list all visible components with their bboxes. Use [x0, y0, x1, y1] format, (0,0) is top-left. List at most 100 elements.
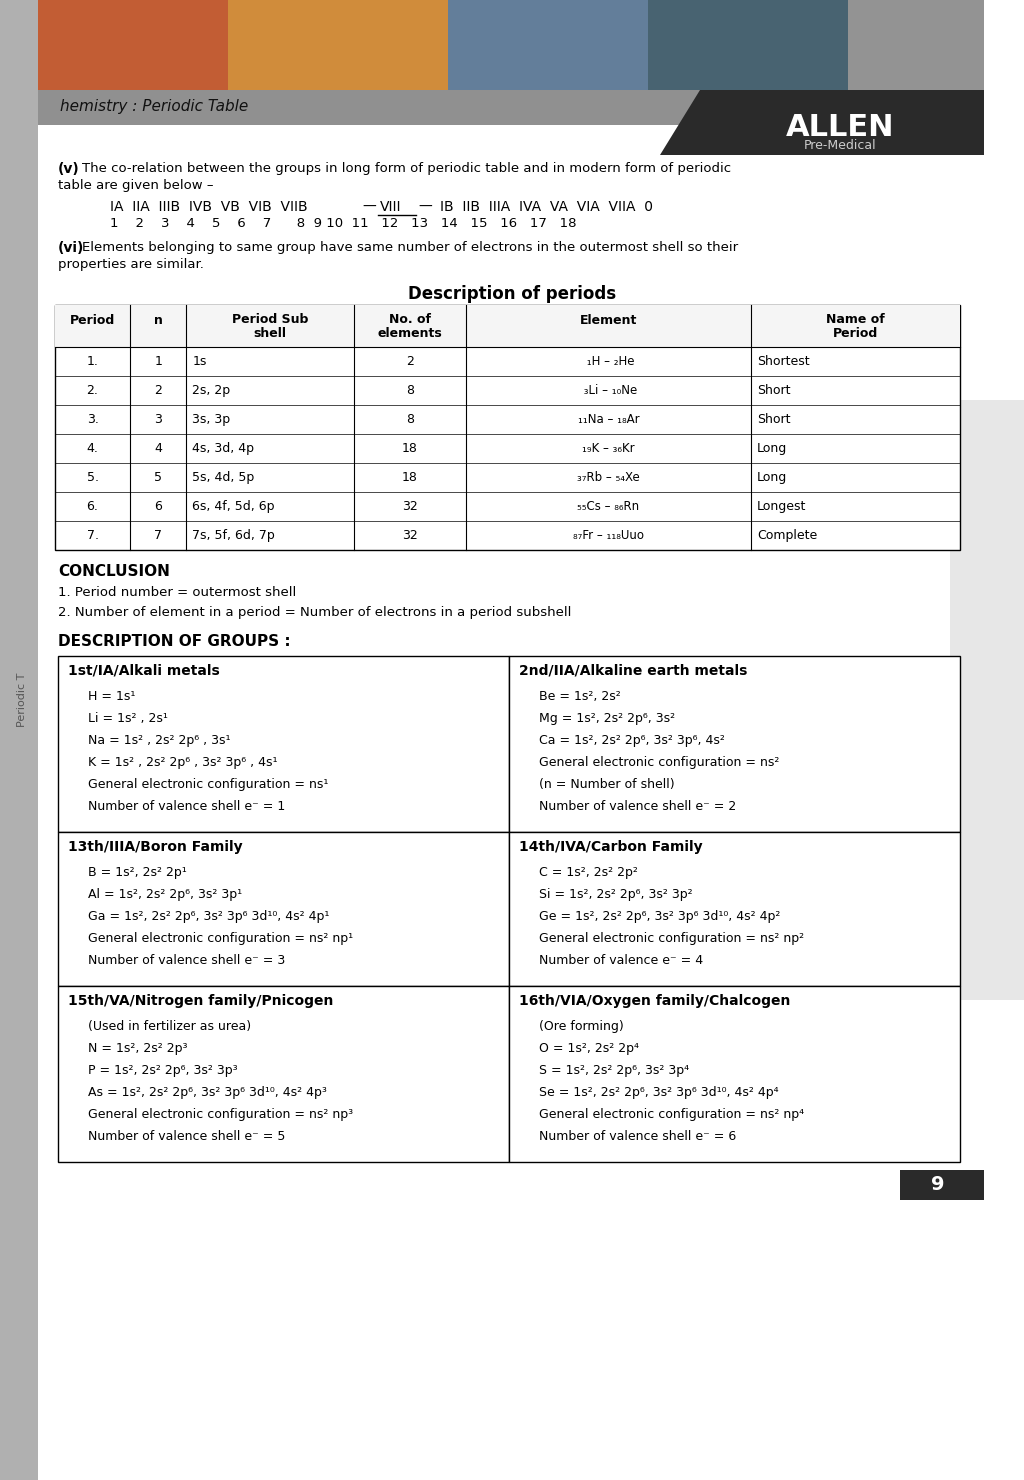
Text: 4s, 3d, 4p: 4s, 3d, 4p — [193, 443, 254, 454]
Text: 7.: 7. — [87, 528, 98, 542]
Text: General electronic configuration = ns²: General electronic configuration = ns² — [539, 756, 779, 770]
Text: Long: Long — [757, 443, 787, 454]
Text: Description of periods: Description of periods — [408, 286, 616, 303]
Bar — [900, 1171, 984, 1200]
Text: Li = 1s² , 2s¹: Li = 1s² , 2s¹ — [88, 712, 168, 725]
Text: 6: 6 — [155, 500, 162, 514]
Text: (Ore forming): (Ore forming) — [539, 1020, 624, 1033]
Text: 8: 8 — [406, 413, 414, 426]
Text: 9: 9 — [931, 1175, 945, 1194]
Text: C = 1s², 2s² 2p²: C = 1s², 2s² 2p² — [539, 866, 638, 879]
Text: Mg = 1s², 2s² 2p⁶, 3s²: Mg = 1s², 2s² 2p⁶, 3s² — [539, 712, 675, 725]
Text: n: n — [154, 314, 163, 327]
Text: 16th/VIA/Oxygen family/Chalcogen: 16th/VIA/Oxygen family/Chalcogen — [519, 995, 791, 1008]
Bar — [55, 305, 961, 551]
Text: General electronic configuration = ns² np²: General electronic configuration = ns² n… — [539, 932, 804, 946]
Text: ₃Li – ₁₀Ne: ₃Li – ₁₀Ne — [580, 383, 637, 397]
Text: The co-relation between the groups in long form of periodic table and in modern : The co-relation between the groups in lo… — [82, 161, 731, 175]
Text: 2: 2 — [155, 383, 162, 397]
Text: (Used in fertilizer as urea): (Used in fertilizer as urea) — [88, 1020, 251, 1033]
Text: 2.: 2. — [87, 383, 98, 397]
Text: 1: 1 — [155, 355, 162, 369]
Text: (n = Number of shell): (n = Number of shell) — [539, 778, 675, 790]
Text: Number of valence shell e⁻ = 3: Number of valence shell e⁻ = 3 — [88, 955, 286, 966]
Text: 1. Period number = outermost shell: 1. Period number = outermost shell — [58, 586, 296, 599]
Text: K = 1s² , 2s² 2p⁶ , 3s² 3p⁶ , 4s¹: K = 1s² , 2s² 2p⁶ , 3s² 3p⁶ , 4s¹ — [88, 756, 278, 770]
Text: 3.: 3. — [87, 413, 98, 426]
Text: (v): (v) — [58, 161, 80, 176]
Text: N = 1s², 2s² 2p³: N = 1s², 2s² 2p³ — [88, 1042, 187, 1055]
Bar — [38, 0, 228, 90]
Text: properties are similar.: properties are similar. — [58, 258, 204, 271]
Bar — [509, 986, 961, 1162]
Text: General electronic configuration = ns² np³: General electronic configuration = ns² n… — [88, 1109, 353, 1120]
Text: 32: 32 — [401, 500, 418, 514]
Text: ₁H – ₂He: ₁H – ₂He — [583, 355, 634, 369]
Text: Element: Element — [580, 314, 637, 327]
Text: Short: Short — [757, 413, 791, 426]
Text: 18: 18 — [401, 471, 418, 484]
Text: 2: 2 — [406, 355, 414, 369]
Text: Periodic T: Periodic T — [17, 673, 27, 727]
Text: Number of valence shell e⁻ = 1: Number of valence shell e⁻ = 1 — [88, 801, 286, 813]
Text: 1st/IA/Alkali metals: 1st/IA/Alkali metals — [68, 665, 220, 678]
Text: 8: 8 — [406, 383, 414, 397]
Text: 15th/VA/Nitrogen family/Pnicogen: 15th/VA/Nitrogen family/Pnicogen — [68, 995, 334, 1008]
Text: ₁₉K – ₃₆Kr: ₁₉K – ₃₆Kr — [582, 443, 635, 454]
Text: Ga = 1s², 2s² 2p⁶, 3s² 3p⁶ 3d¹⁰, 4s² 4p¹: Ga = 1s², 2s² 2p⁶, 3s² 3p⁶ 3d¹⁰, 4s² 4p¹ — [88, 910, 330, 924]
Text: Number of valence e⁻ = 4: Number of valence e⁻ = 4 — [539, 955, 703, 966]
Text: Longest: Longest — [757, 500, 806, 514]
Text: S = 1s², 2s² 2p⁶, 3s² 3p⁴: S = 1s², 2s² 2p⁶, 3s² 3p⁴ — [539, 1064, 689, 1077]
Text: hemistry : Periodic Table: hemistry : Periodic Table — [60, 99, 248, 114]
Text: Be = 1s², 2s²: Be = 1s², 2s² — [539, 690, 621, 703]
Text: 2s, 2p: 2s, 2p — [193, 383, 230, 397]
Text: elements: elements — [378, 327, 442, 340]
Text: 4: 4 — [155, 443, 162, 454]
Text: Period Sub: Period Sub — [231, 312, 308, 326]
Text: ₅₅Cs – ₈₆Rn: ₅₅Cs – ₈₆Rn — [578, 500, 639, 514]
Bar — [950, 400, 1024, 1000]
Bar — [509, 832, 961, 986]
Text: Shortest: Shortest — [757, 355, 810, 369]
Text: VIII: VIII — [380, 200, 401, 215]
Text: 7: 7 — [155, 528, 162, 542]
Text: 6.: 6. — [87, 500, 98, 514]
Text: ₈₇Fr – ₁₁₈Uuo: ₈₇Fr – ₁₁₈Uuo — [572, 528, 644, 542]
Text: P = 1s², 2s² 2p⁶, 3s² 3p³: P = 1s², 2s² 2p⁶, 3s² 3p³ — [88, 1064, 238, 1077]
Bar — [0, 0, 38, 1480]
Bar — [449, 0, 648, 90]
Text: Period: Period — [70, 314, 115, 327]
Bar — [228, 0, 449, 90]
Text: 18: 18 — [401, 443, 418, 454]
Text: (vi): (vi) — [58, 241, 84, 255]
Text: Ge = 1s², 2s² 2p⁶, 3s² 3p⁶ 3d¹⁰, 4s² 4p²: Ge = 1s², 2s² 2p⁶, 3s² 3p⁶ 3d¹⁰, 4s² 4p² — [539, 910, 780, 924]
Text: 1s: 1s — [193, 355, 207, 369]
Text: General electronic configuration = ns² np⁴: General electronic configuration = ns² n… — [539, 1109, 804, 1120]
Bar — [58, 832, 509, 986]
Bar — [38, 90, 950, 124]
Bar — [58, 656, 509, 832]
Text: 5.: 5. — [87, 471, 98, 484]
Text: General electronic configuration = ns² np¹: General electronic configuration = ns² n… — [88, 932, 353, 946]
Text: Se = 1s², 2s² 2p⁶, 3s² 3p⁶ 3d¹⁰, 4s² 4p⁴: Se = 1s², 2s² 2p⁶, 3s² 3p⁶ 3d¹⁰, 4s² 4p⁴ — [539, 1086, 778, 1100]
Text: 1.: 1. — [87, 355, 98, 369]
Text: H = 1s¹: H = 1s¹ — [88, 690, 135, 703]
Text: DESCRIPTION OF GROUPS :: DESCRIPTION OF GROUPS : — [58, 633, 291, 650]
Text: 1    2    3    4    5    6    7      8  9 10  11   12   13   14   15   16   17  : 1 2 3 4 5 6 7 8 9 10 11 12 13 14 15 16 1… — [110, 218, 577, 229]
Text: Name of: Name of — [826, 312, 885, 326]
Text: 2nd/IIA/Alkaline earth metals: 2nd/IIA/Alkaline earth metals — [519, 665, 748, 678]
Text: General electronic configuration = ns¹: General electronic configuration = ns¹ — [88, 778, 329, 790]
Text: shell: shell — [253, 327, 287, 340]
Text: 7s, 5f, 6d, 7p: 7s, 5f, 6d, 7p — [193, 528, 275, 542]
Text: Long: Long — [757, 471, 787, 484]
Text: 14th/IVA/Carbon Family: 14th/IVA/Carbon Family — [519, 841, 702, 854]
Text: No. of: No. of — [389, 312, 431, 326]
Text: Number of valence shell e⁻ = 5: Number of valence shell e⁻ = 5 — [88, 1131, 286, 1143]
Text: Na = 1s² , 2s² 2p⁶ , 3s¹: Na = 1s² , 2s² 2p⁶ , 3s¹ — [88, 734, 230, 747]
Bar — [848, 0, 984, 90]
Text: —: — — [362, 200, 376, 215]
Text: IA  IIA  IIIB  IVB  VB  VIB  VIIB: IA IIA IIIB IVB VB VIB VIIB — [110, 200, 307, 215]
Text: Pre-Medical: Pre-Medical — [804, 139, 877, 152]
Text: Number of valence shell e⁻ = 6: Number of valence shell e⁻ = 6 — [539, 1131, 736, 1143]
Text: Ca = 1s², 2s² 2p⁶, 3s² 3p⁶, 4s²: Ca = 1s², 2s² 2p⁶, 3s² 3p⁶, 4s² — [539, 734, 725, 747]
